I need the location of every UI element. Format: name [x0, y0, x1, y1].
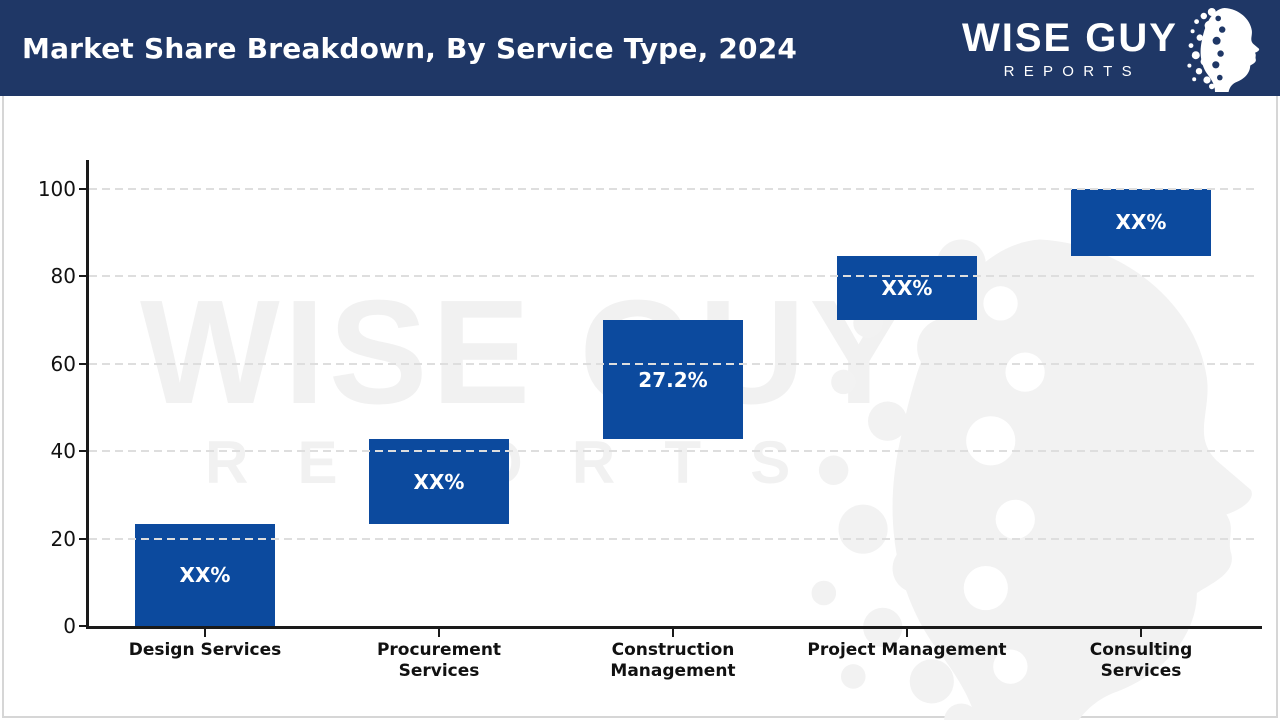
bar: [1071, 188, 1211, 256]
watermark-brand-name: WISE GUY: [140, 270, 913, 435]
x-category-label-line: Procurement: [376, 640, 502, 660]
x-category-label-line: Services: [398, 661, 480, 681]
brand-subtitle: REPORTS: [1003, 62, 1141, 80]
bar: [135, 524, 275, 626]
bar-value-label: XX%: [413, 469, 465, 494]
y-tick-label: 40: [50, 439, 76, 463]
gridline: [89, 537, 1259, 540]
x-category-label: Design Services: [85, 640, 325, 661]
y-tick-label: 80: [50, 264, 76, 288]
bar-value-label: 27.2%: [638, 367, 708, 392]
brand-logo-text: WISE GUY REPORTS: [962, 18, 1178, 79]
y-tick-mark: [79, 187, 88, 190]
bar: [369, 439, 509, 525]
x-tick-mark: [1140, 629, 1142, 637]
bar-value-label: XX%: [1115, 210, 1167, 235]
y-tick-mark: [79, 362, 88, 365]
chart-body-border: [2, 96, 1278, 718]
x-category-label: Consulting Services: [1021, 640, 1261, 682]
x-axis-spine: [86, 626, 1262, 629]
y-tick-mark: [79, 450, 88, 452]
x-category-label-line: Construction: [611, 640, 735, 660]
x-category-label-line: Services: [1100, 661, 1182, 681]
y-tick-label: 60: [50, 351, 76, 376]
bar-value-label: XX%: [179, 563, 231, 588]
y-tick-mark: [79, 537, 88, 540]
y-tick-label: 20: [50, 526, 76, 551]
y-tick-mark: [79, 275, 88, 277]
x-category-label-line: Project Management: [807, 640, 1007, 660]
x-tick-mark: [438, 629, 440, 637]
x-category-label: Project Management: [787, 640, 1027, 661]
y-tick-label: 100: [37, 176, 76, 201]
x-tick-mark: [204, 629, 206, 637]
bar: [837, 255, 977, 321]
x-tick-mark: [906, 629, 908, 637]
header: Market Share Breakdown, By Service Type,…: [0, 0, 1280, 96]
x-category-label: Construction Management: [553, 640, 793, 682]
gridline: [89, 275, 1259, 277]
y-tick-mark: [79, 625, 88, 627]
gridline: [89, 450, 1259, 452]
gridline: [89, 187, 1259, 190]
x-tick-mark: [672, 629, 674, 637]
x-category-label-line: Consulting: [1089, 640, 1193, 660]
x-category-label: Procurement Services: [319, 640, 559, 682]
y-axis-spine: [86, 160, 89, 629]
head-dots-icon: [1187, 8, 1260, 92]
bar-value-label: XX%: [881, 276, 933, 301]
gridline: [89, 362, 1259, 365]
brand-logo: WISE GUY REPORTS: [962, 4, 1280, 92]
x-category-label-line: Design Services: [128, 640, 282, 660]
bar: [603, 320, 743, 440]
y-tick-label: 0: [63, 614, 76, 638]
brand-name: WISE GUY: [961, 15, 1178, 60]
x-category-label-line: Management: [610, 661, 736, 681]
page-title: Market Share Breakdown, By Service Type,…: [22, 31, 798, 65]
